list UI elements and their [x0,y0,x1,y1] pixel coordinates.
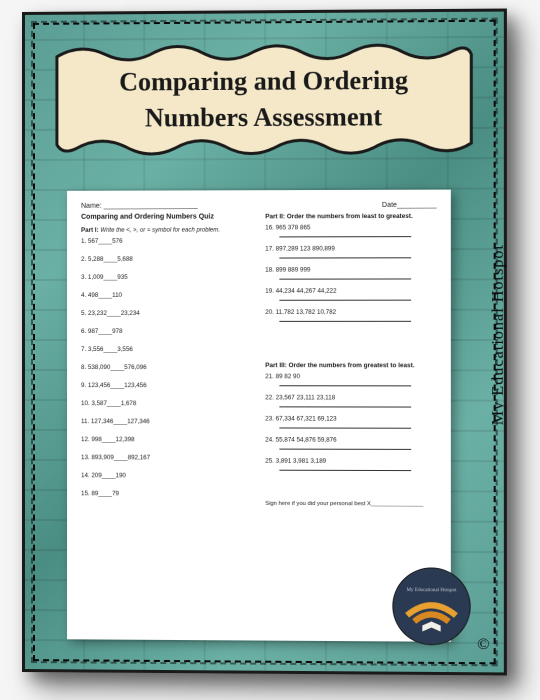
part3-list: 21. 89 82 90 22. 23,567 23,111 23,118 23. … [265,373,436,471]
worksheet-item: 21. 89 82 90 [265,373,436,380]
worksheet-item: 3. 1,009____935 [81,274,251,281]
banner-line2: Numbers Assessment [119,99,408,137]
worksheet-item: 7. 3,556____3,556 [81,346,251,353]
part1-list: 1. 567____576 2. 5,288____5,688 3. 1,009__… [81,237,251,497]
worksheet-item: 23. 67,334 67,321 69,123 [265,415,436,422]
cover-page: Comparing and Ordering Numbers Assessmen… [22,9,507,676]
worksheet-item: 19. 44,234 44,267 44,222 [265,288,436,295]
worksheet-item: 8. 538,090____576,096 [81,364,251,371]
svg-text:My Educational Hotspot: My Educational Hotspot [407,588,458,593]
banner-line1: Comparing and Ordering [119,62,408,100]
part1-instructions: Write the <, >, or = symbol for each pro… [100,228,220,234]
worksheet-item: 2. 5,288____5,688 [81,256,251,263]
worksheet-item: 6. 987____978 [81,328,251,335]
worksheet-item: 15. 89____79 [81,490,251,498]
worksheet-item: 1. 567____576 [81,237,251,244]
title-banner: Comparing and Ordering Numbers Assessmen… [51,36,477,163]
worksheet-item: 5. 23,232____23,234 [81,310,251,317]
part3-title: Part III: Order the numbers from greates… [265,362,414,369]
worksheet-item: 10. 3,587____1,678 [81,400,251,407]
worksheet-item: 9. 123,456____123,456 [81,382,251,389]
quiz-title: Comparing and Ordering Numbers Quiz [81,213,251,220]
worksheet-item: 13. 893,909____892,167 [81,454,251,461]
part2-title: Part II: Order the numbers from least to… [265,213,413,220]
worksheet-item: 17. 897,289 123 890,899 [265,245,436,252]
copyright-symbol: © [477,636,489,654]
brand-logo: My Educational Hotspot [392,567,471,646]
worksheet-item: 16. 965 378 865 [265,224,436,231]
worksheet-item: 4. 498____110 [81,292,251,299]
banner-text: Comparing and Ordering Numbers Assessmen… [109,50,418,149]
worksheet-right-col: Date__________ Part II: Order the number… [265,202,436,630]
name-field: Name: ________________________ [81,202,251,210]
worksheet-item: 14. 209____190 [81,472,251,480]
wifi-book-icon: My Educational Hotspot [392,567,471,646]
worksheet-item: 18. 899 889 999 [265,266,436,273]
part2-list: 16. 965 378 865 17. 897,289 123 890,899 18… [265,224,436,322]
worksheet-item: 22. 23,567 23,111 23,118 [265,394,436,401]
part1-title: Part I: [81,227,99,234]
worksheet-item: 11. 127,346____127,346 [81,418,251,425]
date-field: Date__________ [265,202,436,210]
worksheet-item: 24. 55,874 54,876 59,876 [265,436,436,443]
worksheet-item: 20. 11,782 13,782 10,782 [265,309,436,316]
worksheet-left-col: Name: ________________________ Comparing… [81,202,251,628]
side-brand-label: My Educational Hotspot [490,244,508,425]
worksheet-item: 12. 998____12,398 [81,436,251,443]
sign-line: Sign here if you did your personal best … [265,501,436,508]
worksheet-item: 25. 3,891 3,981 3,189 [265,458,436,465]
